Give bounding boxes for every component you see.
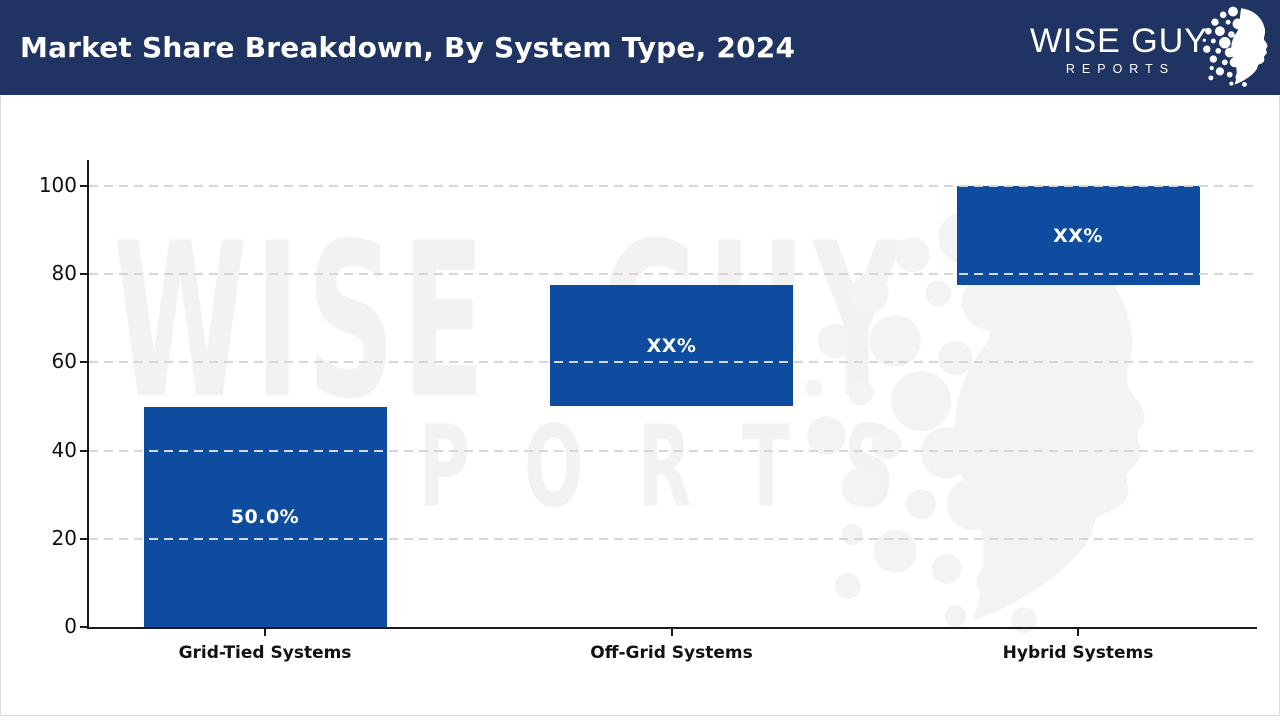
y-tick-label: 100	[38, 172, 77, 197]
page-title: Market Share Breakdown, By System Type, …	[20, 31, 796, 64]
bar-1: 50.0%	[143, 406, 387, 627]
y-tick-mark	[80, 361, 89, 364]
bar-2: XX%	[550, 285, 793, 407]
x-tick-mark	[264, 628, 266, 636]
gridline-80	[89, 273, 1257, 276]
bar-3: XX%	[956, 186, 1200, 286]
x-axis-spine	[87, 627, 1257, 629]
y-tick-label: 20	[51, 525, 77, 550]
y-tick-mark	[80, 185, 89, 187]
logo-subtitle: REPORTS	[1065, 62, 1176, 76]
bar-value-label: XX%	[646, 334, 697, 357]
y-tick-label: 0	[64, 613, 77, 638]
wise-guy-reports-logo: WISE GUY REPORTS	[1030, 4, 1274, 92]
gridline-40	[89, 449, 1257, 452]
bar-value-label: XX%	[1053, 224, 1103, 247]
x-category-label: Grid-Tied Systems	[178, 643, 352, 663]
gridline-20	[89, 537, 1257, 540]
chart-canvas: WISE GUY REPORTS 0 20 40 60 80 100 50.0% XX% XX%…	[0, 95, 1280, 716]
x-category-label: Hybrid Systems	[1002, 643, 1154, 663]
y-axis-spine	[87, 160, 89, 629]
logo-text: WISE GUY REPORTS	[1030, 22, 1208, 76]
y-tick-mark	[80, 626, 89, 628]
x-tick-mark	[670, 628, 673, 636]
y-tick-label: 80	[51, 260, 77, 285]
x-category-label: Off-Grid Systems	[590, 643, 753, 663]
gridline-100	[89, 185, 1257, 187]
logo-wordmark: WISE GUY	[1029, 22, 1208, 60]
header-banner: Market Share Breakdown, By System Type, …	[0, 0, 1280, 95]
y-tick-mark	[80, 537, 89, 540]
plot-area: 0 20 40 60 80 100 50.0% XX% XX% Grid-Tied Systems…	[1, 95, 1279, 715]
gridline-60	[89, 361, 1257, 364]
y-tick-label: 40	[51, 437, 77, 462]
y-tick-label: 60	[51, 349, 77, 374]
y-tick-mark	[80, 449, 89, 452]
x-tick-mark	[1077, 628, 1079, 636]
dotted-face-profile-icon	[1202, 6, 1268, 87]
y-tick-mark	[80, 273, 89, 276]
bar-value-label: 50.0%	[230, 505, 300, 528]
